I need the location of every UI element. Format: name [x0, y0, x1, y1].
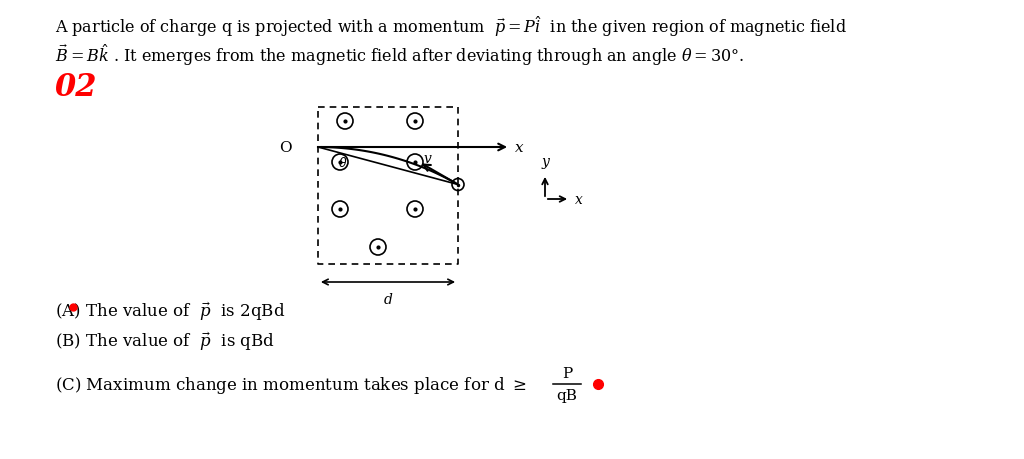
- Text: P: P: [562, 366, 572, 380]
- Text: 02: 02: [55, 72, 97, 103]
- Text: (A) The value of  $\vec{p}$  is 2qBd: (A) The value of $\vec{p}$ is 2qBd: [55, 299, 286, 322]
- Text: (C) Maximum change in momentum takes place for d $\geq$: (C) Maximum change in momentum takes pla…: [55, 374, 526, 395]
- Text: x: x: [575, 193, 583, 207]
- Text: (B) The value of  $\vec{p}$  is qBd: (B) The value of $\vec{p}$ is qBd: [55, 329, 275, 352]
- Text: O: O: [280, 141, 292, 155]
- Text: x: x: [515, 141, 523, 155]
- Text: qB: qB: [557, 388, 578, 402]
- Text: $\vec{B} = B\hat{k}$ . It emerges from the magnetic field after deviating throug: $\vec{B} = B\hat{k}$ . It emerges from t…: [55, 42, 744, 68]
- Text: y: y: [541, 155, 549, 168]
- Text: d: d: [384, 292, 392, 306]
- Text: $\theta$: $\theta$: [338, 156, 347, 170]
- Text: v: v: [423, 151, 431, 166]
- Text: A particle of charge q is projected with a momentum  $\vec{p} = P\hat{i}$  in th: A particle of charge q is projected with…: [55, 14, 847, 39]
